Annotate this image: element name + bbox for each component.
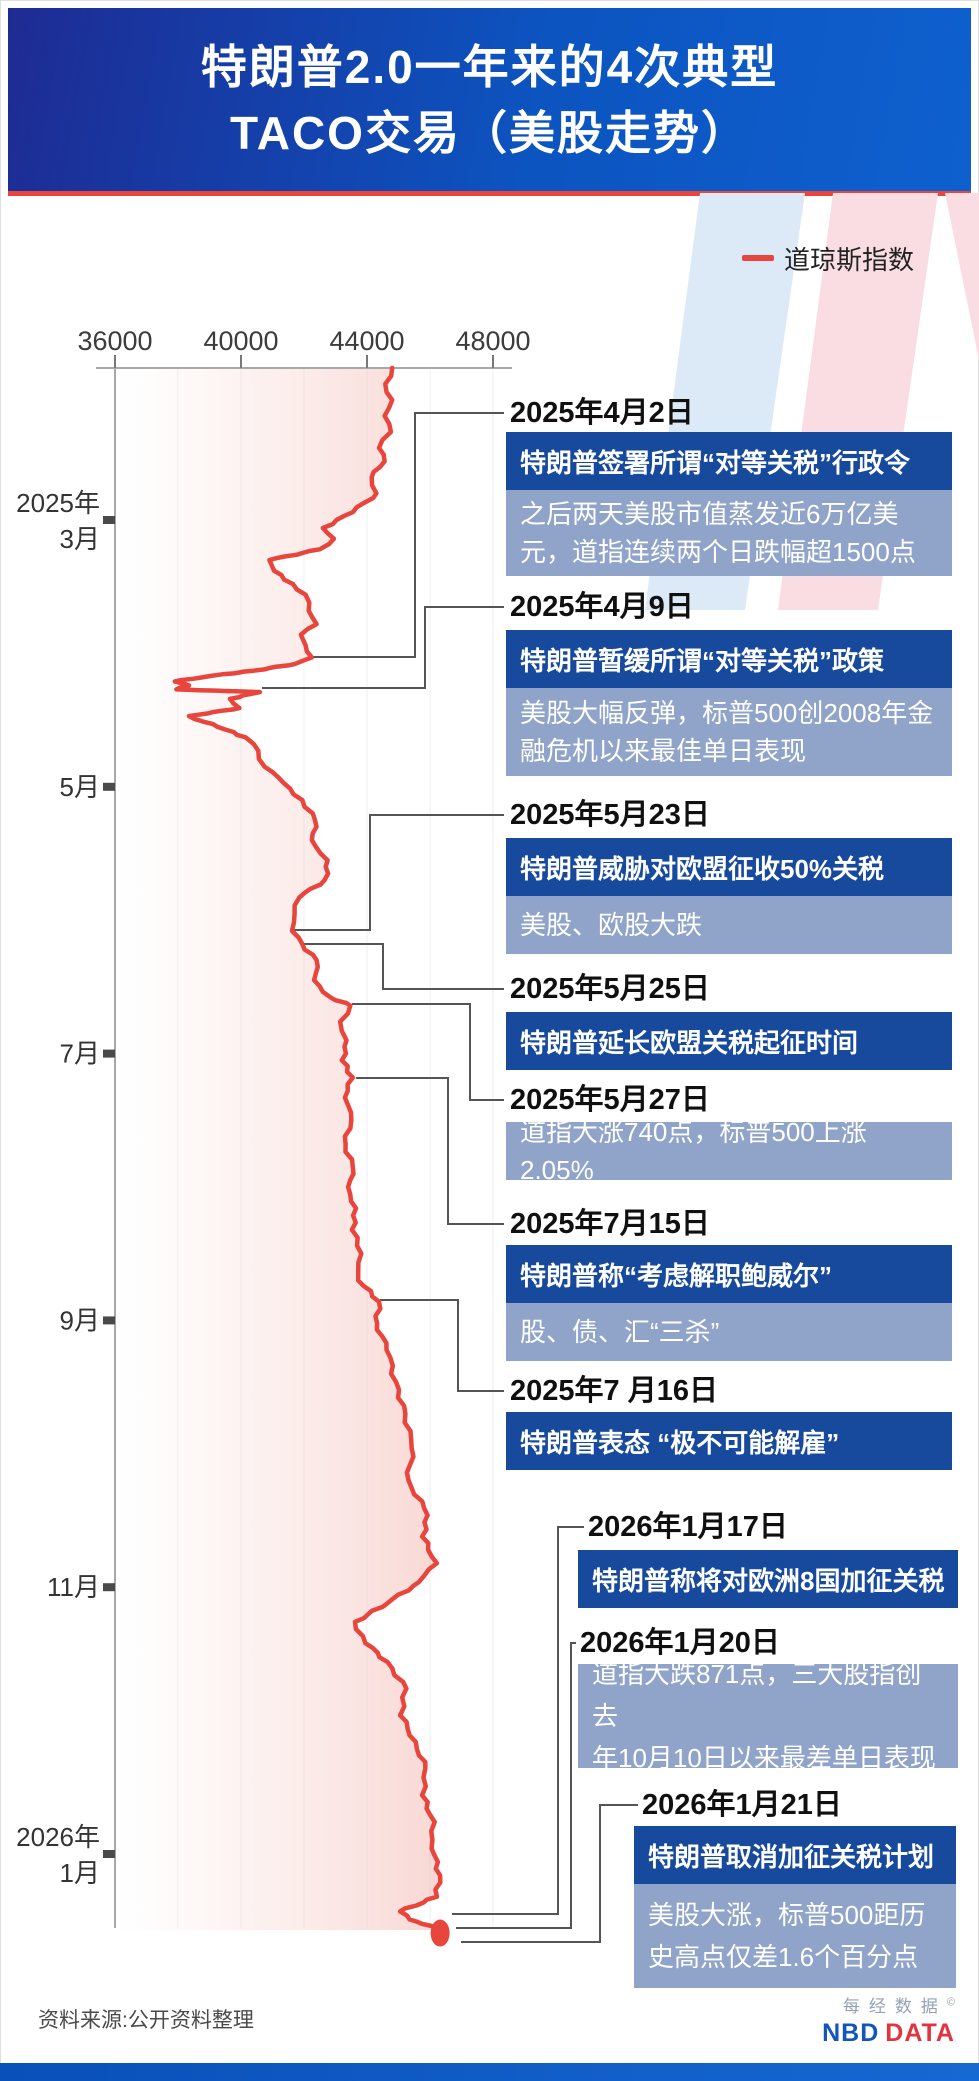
- title-underline-accent: [8, 191, 971, 196]
- event-detail: 美股大幅反弹，标普500创2008年金 融危机以来最佳单日表现: [506, 688, 952, 776]
- event-date: 2025年7月15日: [510, 1208, 710, 1240]
- event-connectors: [262, 412, 638, 1943]
- title-banner: 特朗普2.0一年来的4次典型 TACO交易（美股走势）: [8, 8, 971, 191]
- bottom-accent-bar: [0, 2063, 979, 2081]
- svg-text:48000: 48000: [455, 326, 530, 356]
- event-card: 特朗普表态 “极不可能解雇”: [506, 1412, 952, 1470]
- event-detail: 道指大涨740点，标普500上涨2.05%: [506, 1117, 952, 1185]
- event-card: 特朗普签署所谓“对等关税”行政令 之后两天美股市值蒸发近6万亿美 元，道指连续两…: [506, 432, 952, 576]
- svg-text:36000: 36000: [77, 326, 152, 356]
- page-title-line2: TACO交易（美股走势）: [230, 106, 749, 159]
- event-card: 特朗普称“考虑解职鲍威尔” 股、债、汇“三杀”: [506, 1245, 952, 1361]
- svg-text:7月: 7月: [60, 1039, 100, 1069]
- event-date: 2026年1月21日: [642, 1789, 842, 1821]
- event-detail: 道指大跌871点，三大股指创去 年10月10日以来最差单日表现: [578, 1659, 958, 1773]
- svg-text:5月: 5月: [60, 772, 100, 802]
- event-headline: 特朗普称将对欧洲8国加征关税: [578, 1550, 958, 1608]
- event-headline: 特朗普延长欧盟关税起征时间: [506, 1012, 952, 1070]
- svg-text:11月: 11月: [47, 1572, 100, 1602]
- event-detail: 股、债、汇“三杀”: [506, 1303, 952, 1361]
- event-detail: 之后两天美股市值蒸发近6万亿美 元，道指连续两个日跌幅超1500点: [506, 490, 952, 576]
- time-axis-labels: 2025年 3月 5月 7月 9月 11月 2026年 1月: [16, 488, 115, 1888]
- legend-label: 道琼斯指数: [784, 244, 915, 275]
- event-detail: 美股大涨，标普500距历 史高点仅差1.6个百分点: [634, 1884, 956, 1988]
- event-detail: 美股、欧股大跌: [506, 896, 952, 954]
- svg-text:9月: 9月: [60, 1305, 100, 1335]
- area-fill: [115, 367, 441, 1930]
- event-headline: 特朗普称“考虑解职鲍威尔”: [506, 1245, 952, 1303]
- event-headline: 特朗普威胁对欧盟征收50%关税: [506, 838, 952, 896]
- event-date: 2025年5月23日: [510, 799, 710, 831]
- page-title-line1: 特朗普2.0一年来的4次典型: [200, 40, 779, 93]
- svg-text:40000: 40000: [203, 326, 278, 356]
- svg-text:2025年: 2025年: [16, 488, 100, 518]
- event-headline: 特朗普表态 “极不可能解雇”: [506, 1412, 952, 1470]
- event-card: 道指大涨740点，标普500上涨2.05%: [506, 1117, 952, 1185]
- svg-text:3月: 3月: [60, 524, 100, 554]
- event-card: 特朗普取消加征关税计划 美股大涨，标普500距历 史高点仅差1.6个百分点: [634, 1826, 956, 1988]
- event-date: 2026年1月20日: [580, 1627, 780, 1659]
- nbd-data-logo: 每经数据© NBD DATA: [822, 1992, 955, 2048]
- legend-line-swatch: [742, 255, 774, 261]
- event-card: 特朗普威胁对欧盟征收50%关税 美股、欧股大跌: [506, 838, 952, 954]
- event-date: 2025年4月2日: [510, 397, 694, 429]
- event-date: 2025年7 月16日: [510, 1375, 718, 1407]
- data-source-note: 资料来源:公开资料整理: [38, 2009, 254, 2032]
- axes: [96, 367, 512, 1928]
- event-date: 2026年1月17日: [588, 1511, 788, 1543]
- svg-text:1月: 1月: [60, 1858, 100, 1888]
- event-card: 道指大跌871点，三大股指创去 年10月10日以来最差单日表现: [578, 1659, 958, 1773]
- event-date: 2025年5月25日: [510, 973, 710, 1005]
- logo-chinese: 每经数据©: [842, 1996, 955, 2016]
- event-headline: 特朗普暂缓所谓“对等关税”政策: [506, 630, 952, 688]
- event-card: 特朗普称将对欧洲8国加征关税: [578, 1550, 958, 1608]
- event-headline: 特朗普签署所谓“对等关税”行政令: [506, 432, 952, 490]
- event-card: 特朗普暂缓所谓“对等关税”政策 美股大幅反弹，标普500创2008年金 融危机以…: [506, 630, 952, 776]
- svg-text:44000: 44000: [329, 326, 404, 356]
- line-endpoint-dot: [430, 1919, 450, 1947]
- event-date: 2025年4月9日: [510, 591, 694, 623]
- event-card: 特朗普延长欧盟关税起征时间: [506, 1012, 952, 1070]
- value-axis-labels: 36000 40000 44000 48000: [77, 326, 531, 368]
- logo-english: NBD DATA: [822, 2019, 955, 2047]
- event-headline: 特朗普取消加征关税计划: [634, 1826, 956, 1884]
- event-date: 2025年5月27日: [510, 1084, 710, 1116]
- dow-index-line: [172, 365, 443, 1933]
- svg-text:2026年: 2026年: [16, 1822, 100, 1852]
- chart-legend: 道琼斯指数: [742, 242, 915, 275]
